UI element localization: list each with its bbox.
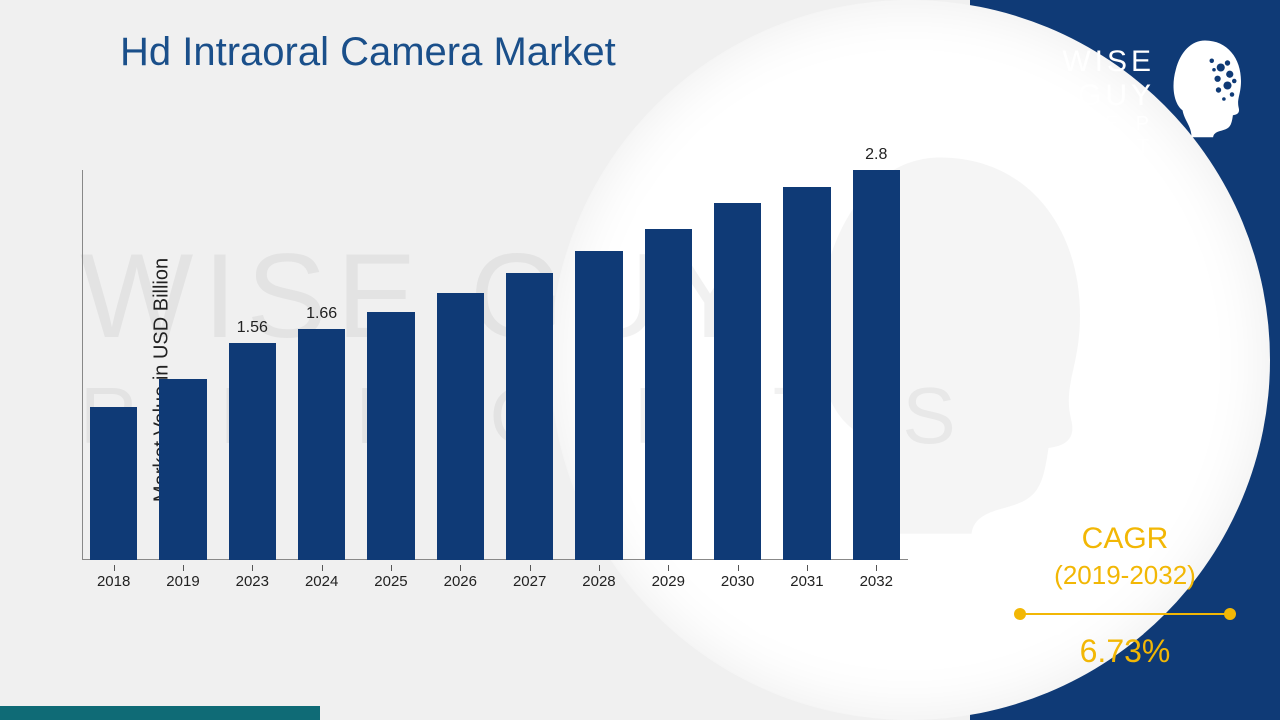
logo-line1: WISE GUY	[1062, 45, 1155, 113]
x-tick: 2032	[853, 565, 900, 590]
x-tick: 2025	[367, 565, 414, 590]
x-tick: 2031	[783, 565, 830, 590]
logo-line2: R E P O R T S	[1062, 113, 1155, 182]
bar-value-label: 1.66	[306, 305, 337, 323]
bottom-accent-strip	[0, 706, 320, 720]
bar-value-label: 1.56	[237, 319, 268, 337]
cagr-value: 6.73%	[1010, 633, 1240, 670]
cagr-divider	[1020, 613, 1230, 615]
bar	[506, 273, 553, 560]
bar	[783, 187, 830, 560]
x-tick: 2024	[298, 565, 345, 590]
x-tick: 2027	[506, 565, 553, 590]
bar-wrap	[159, 379, 206, 560]
bar-wrap	[575, 251, 622, 560]
bar-wrap	[783, 187, 830, 560]
bar-wrap	[437, 293, 484, 560]
bars-container: 1.56 1.66 2.8	[90, 170, 900, 560]
x-tick: 2018	[90, 565, 137, 590]
chart-title: Hd Intraoral Camera Market	[120, 30, 616, 75]
bar-wrap: 2.8	[853, 170, 900, 560]
cagr-title: CAGR	[1010, 522, 1240, 556]
bar-wrap: 1.56	[229, 343, 276, 560]
x-tick: 2019	[159, 565, 206, 590]
bar-wrap	[714, 203, 761, 560]
bar	[159, 379, 206, 560]
bar	[367, 312, 414, 560]
bar-value-label: 2.8	[865, 146, 887, 164]
x-tick: 2028	[575, 565, 622, 590]
cagr-years: (2019-2032)	[1010, 560, 1240, 591]
bar-wrap	[506, 273, 553, 560]
x-tick: 2029	[645, 565, 692, 590]
bar	[437, 293, 484, 560]
x-tick: 2030	[714, 565, 761, 590]
bar	[645, 229, 692, 561]
bar-wrap	[90, 407, 137, 560]
bar	[298, 329, 345, 560]
bar	[575, 251, 622, 560]
bar	[714, 203, 761, 560]
bar	[90, 407, 137, 560]
bar-chart: Market Value in USD Billion 1.561.662.8 …	[70, 170, 900, 590]
x-tick: 2026	[437, 565, 484, 590]
bar-wrap	[645, 229, 692, 561]
cagr-panel: CAGR (2019-2032) 6.73%	[1010, 522, 1240, 670]
bar-wrap	[367, 312, 414, 560]
logo-head-icon	[1160, 35, 1250, 145]
x-tick: 2023	[229, 565, 276, 590]
bar-wrap: 1.66	[298, 329, 345, 560]
x-axis-ticks: 2018 2019 2023 2024 2025 2026 2027 2028 2029 2030…	[90, 565, 900, 590]
bar	[853, 170, 900, 560]
stage: WISE GUY R E P O R T S WISE GUY R E P O …	[0, 0, 1280, 720]
y-axis-line	[82, 170, 83, 560]
bar	[229, 343, 276, 560]
